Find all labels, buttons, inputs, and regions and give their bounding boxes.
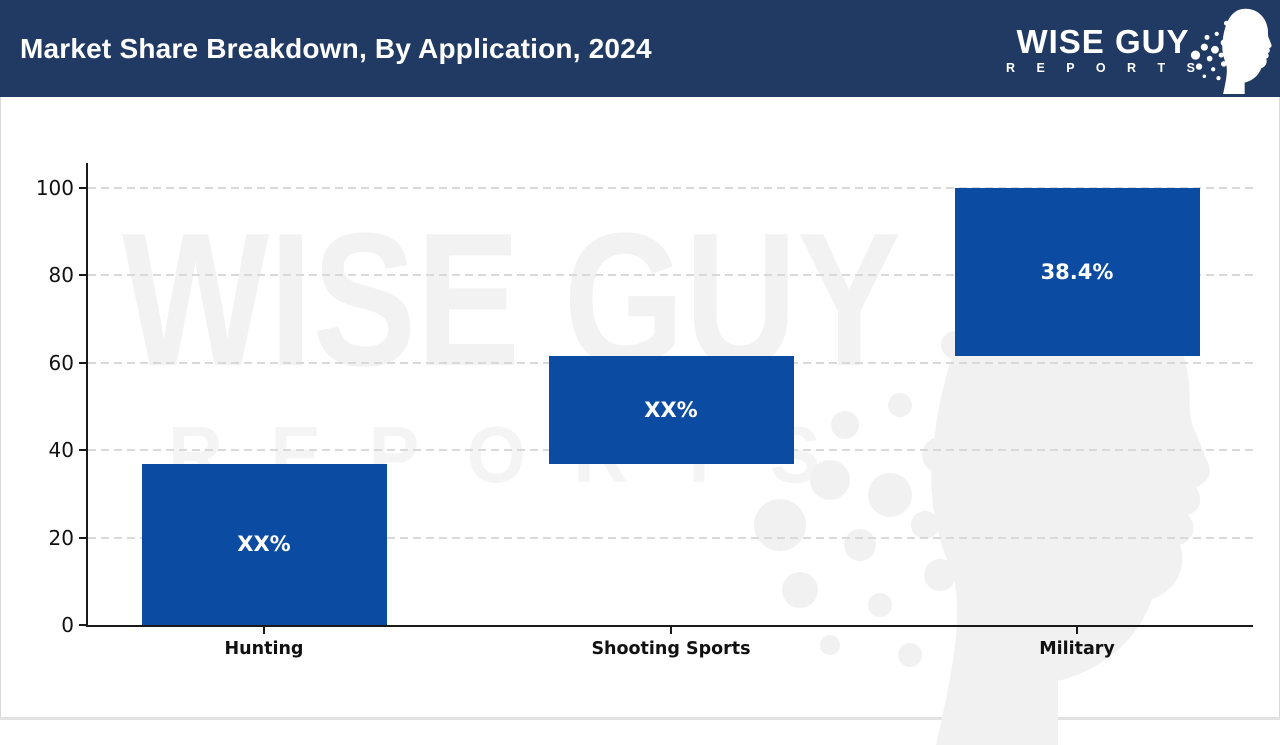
y-tick-mark: [79, 361, 86, 364]
logo-subtext: R E P O R T S: [1005, 60, 1204, 75]
wise-guy-reports-logo: WISE GUY R E P O R T S: [1002, 6, 1280, 94]
y-tick-label: 0: [61, 613, 74, 637]
y-tick-label: 20: [48, 525, 74, 550]
x-category-label: Hunting: [224, 639, 304, 659]
y-tick-label: 80: [48, 263, 74, 287]
y-tick-label: 60: [48, 350, 74, 375]
x-axis-line: [86, 625, 1253, 627]
chart-canvas: WISE GUY REPORTS 0 20 40 60 80 100 Hunting Shoo…: [0, 97, 1280, 745]
bar-value-label: XX%: [644, 397, 698, 422]
x-category-label: Shooting Sports: [591, 639, 751, 659]
gridline-y-80: [88, 274, 1253, 276]
logo-wordmark: WISE GUY: [1016, 22, 1190, 60]
gridline-y-20: [88, 536, 1253, 539]
y-tick-mark: [79, 186, 86, 189]
bar-segment-military: 38.4%: [954, 187, 1200, 356]
y-tick-mark: [79, 449, 86, 451]
y-tick-label: 40: [48, 438, 74, 462]
x-tick-mark: [670, 627, 672, 634]
bar-value-label: XX%: [237, 532, 291, 557]
x-category-label: Military: [1039, 639, 1115, 659]
bar-segment-hunting: XX%: [141, 463, 387, 625]
bar-value-label: 38.4%: [1040, 259, 1114, 284]
x-tick-mark: [263, 627, 265, 634]
y-tick-mark: [79, 274, 86, 276]
bar-segment-shooting-sports: XX%: [548, 355, 794, 464]
header-bar: Market Share Breakdown, By Application, …: [0, 0, 1280, 97]
page-bottom-border: [0, 717, 1280, 720]
page-left-border: [0, 97, 1, 720]
dotted-face-icon: [1190, 8, 1272, 94]
x-tick-mark: [1076, 627, 1078, 634]
gridline-y-100: [88, 186, 1253, 189]
y-tick-mark: [79, 624, 86, 626]
logo-text: WISE GUY R E P O R T S: [1002, 25, 1204, 75]
watermark-dotted-face: [754, 263, 1210, 745]
page-title: Market Share Breakdown, By Application, …: [20, 32, 652, 64]
y-tick-mark: [79, 536, 86, 539]
y-axis-line: [86, 163, 88, 627]
y-tick-label: 100: [35, 175, 74, 200]
